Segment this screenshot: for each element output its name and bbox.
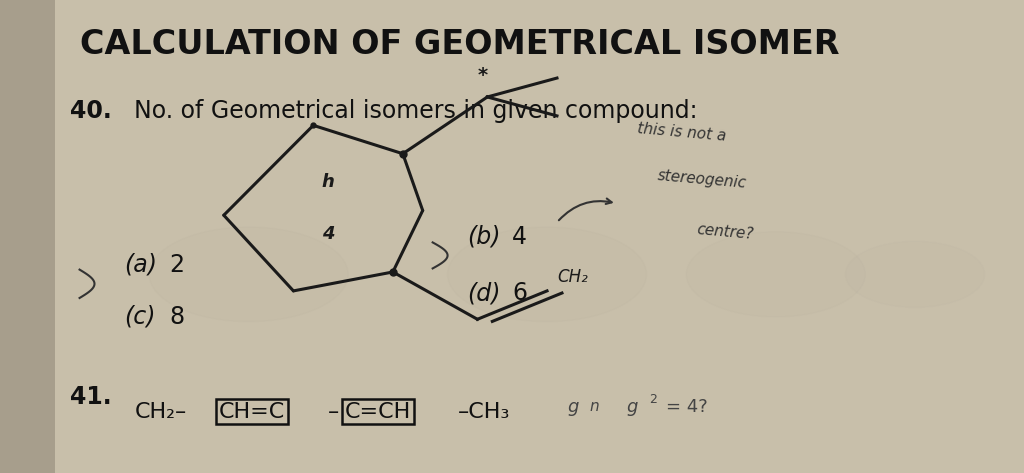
- Text: *: *: [477, 66, 487, 85]
- Text: 40.: 40.: [70, 99, 112, 123]
- Text: n: n: [590, 399, 599, 414]
- Text: g: g: [567, 398, 579, 416]
- Text: C=CH: C=CH: [345, 402, 412, 421]
- Text: No. of Geometrical isomers in given compound:: No. of Geometrical isomers in given comp…: [134, 99, 697, 123]
- Text: CH=C: CH=C: [219, 402, 285, 421]
- Text: –: –: [329, 402, 340, 421]
- Text: CH₂–: CH₂–: [134, 402, 186, 421]
- Text: this is not a: this is not a: [637, 121, 727, 144]
- Text: 6: 6: [512, 281, 527, 305]
- Text: 4: 4: [322, 225, 335, 243]
- Circle shape: [686, 232, 865, 317]
- Text: (c): (c): [124, 305, 156, 329]
- Text: 8: 8: [169, 305, 184, 329]
- Text: (d): (d): [468, 281, 501, 305]
- Text: –CH₃: –CH₃: [458, 402, 510, 421]
- Text: 2: 2: [649, 393, 657, 406]
- Text: centre?: centre?: [696, 222, 755, 242]
- Text: h: h: [322, 173, 335, 191]
- Text: CALCULATION OF GEOMETRICAL ISOMER: CALCULATION OF GEOMETRICAL ISOMER: [80, 28, 839, 61]
- FancyBboxPatch shape: [0, 0, 54, 473]
- Text: 2: 2: [169, 253, 184, 277]
- Text: stereogenic: stereogenic: [656, 168, 748, 191]
- Circle shape: [150, 227, 348, 322]
- Text: g: g: [627, 398, 638, 416]
- Text: 4: 4: [512, 225, 527, 248]
- Text: CH₂: CH₂: [557, 268, 588, 286]
- Text: 41.: 41.: [70, 385, 112, 409]
- Text: = 4?: = 4?: [667, 398, 709, 416]
- Text: (b): (b): [468, 225, 501, 248]
- Text: (a): (a): [124, 253, 158, 277]
- Circle shape: [846, 241, 985, 307]
- Circle shape: [447, 227, 646, 322]
